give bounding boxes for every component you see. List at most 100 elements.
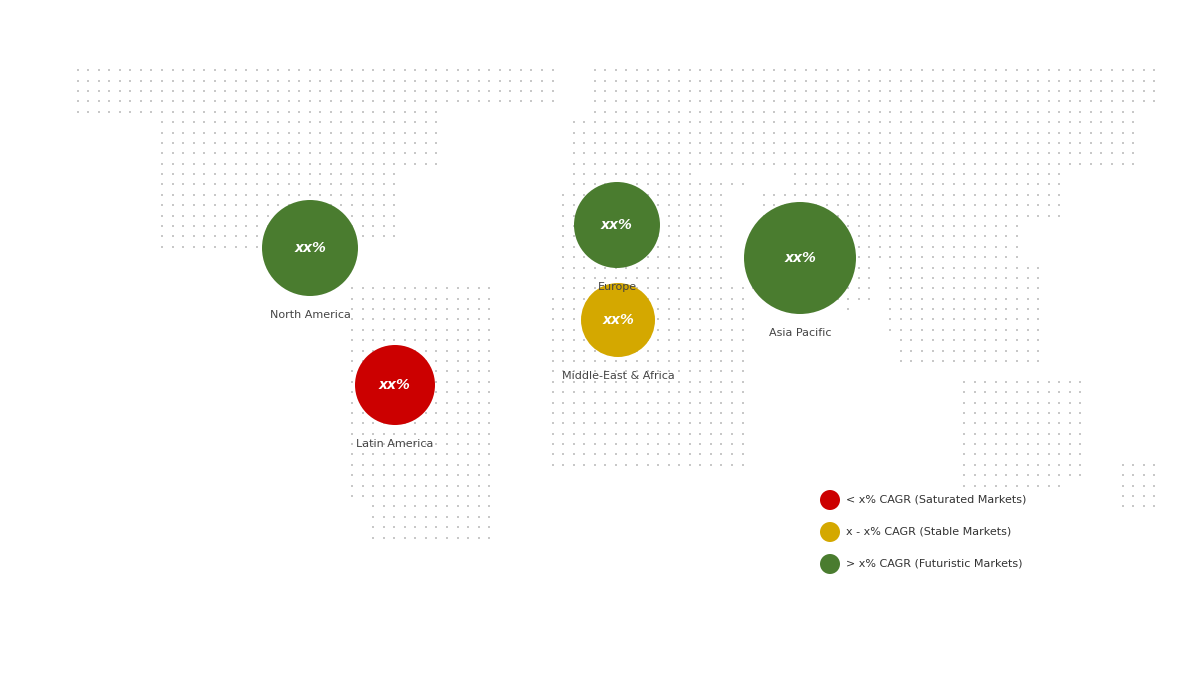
Point bbox=[934, 107, 953, 117]
Point bbox=[691, 200, 710, 211]
Point bbox=[437, 65, 456, 76]
Point bbox=[194, 75, 214, 86]
Point bbox=[954, 86, 973, 97]
Point bbox=[606, 127, 625, 138]
Point bbox=[912, 293, 931, 304]
Point bbox=[638, 418, 658, 429]
Point bbox=[901, 179, 920, 190]
Point bbox=[152, 190, 172, 200]
Point bbox=[892, 179, 911, 190]
Point bbox=[722, 449, 742, 460]
Point bbox=[416, 366, 436, 377]
Point bbox=[1112, 138, 1132, 148]
Point bbox=[944, 252, 964, 263]
Point bbox=[575, 408, 594, 418]
Point bbox=[1028, 158, 1048, 169]
Point bbox=[870, 65, 889, 76]
Point bbox=[797, 169, 816, 180]
Point bbox=[1123, 148, 1142, 159]
Point bbox=[1028, 397, 1048, 408]
Point bbox=[691, 387, 710, 398]
Text: xx%: xx% bbox=[602, 313, 634, 327]
Point bbox=[997, 377, 1016, 387]
Point bbox=[1007, 210, 1026, 221]
Point bbox=[628, 449, 647, 460]
Point bbox=[269, 96, 288, 107]
Point bbox=[564, 221, 583, 232]
Point bbox=[374, 418, 394, 429]
Point bbox=[395, 532, 414, 543]
Point bbox=[1007, 387, 1026, 398]
Point bbox=[331, 190, 350, 200]
Point bbox=[247, 65, 266, 76]
Point bbox=[342, 107, 361, 117]
Point bbox=[965, 418, 984, 429]
Point bbox=[586, 418, 605, 429]
Point bbox=[859, 293, 878, 304]
Point bbox=[839, 242, 858, 252]
Point bbox=[850, 190, 869, 200]
Point bbox=[469, 387, 488, 398]
Point bbox=[786, 190, 805, 200]
Point bbox=[923, 335, 942, 346]
Point bbox=[542, 418, 562, 429]
Point bbox=[986, 428, 1006, 439]
Point bbox=[406, 75, 425, 86]
Point bbox=[986, 449, 1006, 460]
Point bbox=[353, 179, 372, 190]
Point bbox=[986, 252, 1006, 263]
Point bbox=[859, 148, 878, 159]
Point bbox=[806, 169, 826, 180]
Point bbox=[480, 356, 499, 367]
Ellipse shape bbox=[744, 202, 856, 314]
Point bbox=[100, 65, 119, 76]
Point bbox=[954, 345, 973, 356]
Point bbox=[944, 117, 964, 128]
Point bbox=[258, 242, 277, 252]
Point bbox=[353, 470, 372, 481]
Point bbox=[553, 418, 572, 429]
Point bbox=[997, 75, 1016, 86]
Point bbox=[416, 397, 436, 408]
Point bbox=[121, 86, 140, 97]
Point bbox=[575, 345, 594, 356]
Point bbox=[395, 283, 414, 294]
Point bbox=[691, 325, 710, 335]
Point bbox=[564, 377, 583, 387]
Point bbox=[342, 335, 361, 346]
Point bbox=[427, 501, 446, 512]
Point bbox=[542, 345, 562, 356]
Point bbox=[437, 532, 456, 543]
Point bbox=[1134, 480, 1153, 491]
Point bbox=[586, 158, 605, 169]
Point bbox=[606, 304, 625, 315]
Point bbox=[670, 231, 689, 242]
Point bbox=[954, 460, 973, 470]
Point bbox=[575, 158, 594, 169]
Point bbox=[511, 86, 530, 97]
Point bbox=[617, 210, 636, 221]
Point bbox=[701, 460, 720, 470]
Point bbox=[944, 242, 964, 252]
Point bbox=[638, 75, 658, 86]
Point bbox=[406, 449, 425, 460]
Point bbox=[828, 96, 847, 107]
Point bbox=[1039, 148, 1058, 159]
Point bbox=[754, 127, 773, 138]
Point bbox=[828, 200, 847, 211]
Point bbox=[744, 86, 763, 97]
Point bbox=[997, 356, 1016, 367]
Point bbox=[194, 86, 214, 97]
Point bbox=[194, 117, 214, 128]
Point bbox=[934, 345, 953, 356]
Point bbox=[1028, 449, 1048, 460]
Point bbox=[469, 304, 488, 315]
Point bbox=[617, 377, 636, 387]
Point bbox=[892, 158, 911, 169]
Point bbox=[638, 190, 658, 200]
Point bbox=[817, 169, 836, 180]
Point bbox=[353, 65, 372, 76]
Point bbox=[427, 65, 446, 76]
Point bbox=[142, 75, 161, 86]
Point bbox=[331, 200, 350, 211]
